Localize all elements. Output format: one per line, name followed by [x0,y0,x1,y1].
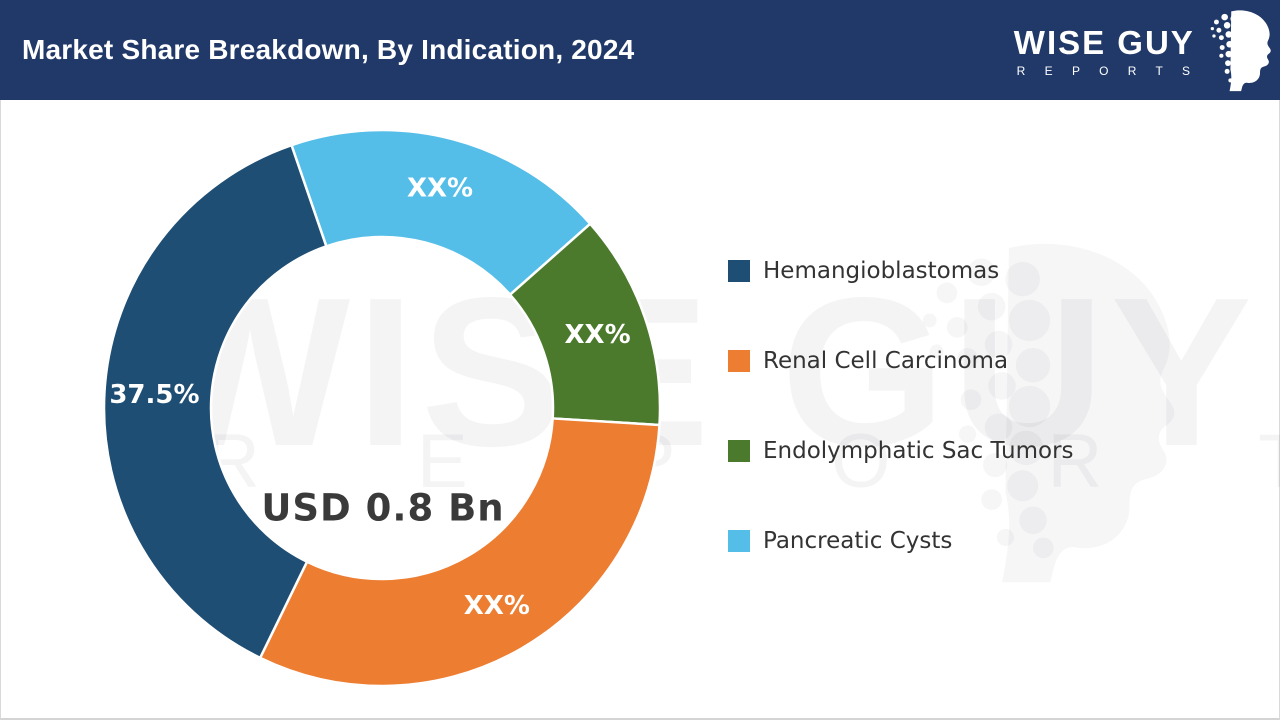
chart-center-value: USD 0.8 Bn [261,486,505,530]
legend-item-endolymphatic-sac-tumors: Endolymphatic Sac Tumors [728,438,1074,464]
segment-value-label-endolymphatic-sac-tumors: XX% [565,320,631,350]
donut-segment-hemangioblastomas [102,143,328,660]
legend-item-hemangioblastomas: Hemangioblastomas [728,258,1074,284]
legend-label-endolymphatic-sac-tumors: Endolymphatic Sac Tumors [763,438,1074,464]
brand-logo-name: WISE GUY [1013,24,1195,62]
header-bar: Market Share Breakdown, By Indication, 2… [0,0,1280,100]
legend-item-pancreatic-cysts: Pancreatic Cysts [728,528,1074,554]
segment-value-label-renal-cell-carcinoma: XX% [464,591,530,621]
chart-legend: Hemangioblastomas Renal Cell Carcinoma End… [728,258,1074,620]
donut-segment-renal-cell-carcinoma [258,417,661,688]
brand-face-icon [1210,10,1271,92]
legend-swatch-endolymphatic-sac-tumors [728,440,750,462]
legend-item-renal-cell-carcinoma: Renal Cell Carcinoma [728,348,1074,374]
legend-label-renal-cell-carcinoma: Renal Cell Carcinoma [763,348,1009,374]
brand-logo: WISE GUY R E P O R T S [1011,8,1274,92]
brand-logo-text: WISE GUY R E P O R T S [1011,26,1198,78]
donut-segment-pancreatic-cysts [290,128,592,296]
legend-swatch-hemangioblastomas [728,260,750,282]
legend-label-pancreatic-cysts: Pancreatic Cysts [763,528,953,554]
brand-logo-tagline: R E P O R T S [1016,63,1198,78]
legend-label-hemangioblastomas: Hemangioblastomas [763,258,1000,284]
legend-swatch-renal-cell-carcinoma [728,350,750,372]
segment-value-label-pancreatic-cysts: XX% [407,174,473,204]
legend-swatch-pancreatic-cysts [728,530,750,552]
donut-chart: XX% XX% XX% 37.5% [102,128,662,688]
segment-value-label-hemangioblastomas: 37.5% [109,380,199,410]
chart-title: Market Share Breakdown, By Indication, 2… [22,34,635,65]
